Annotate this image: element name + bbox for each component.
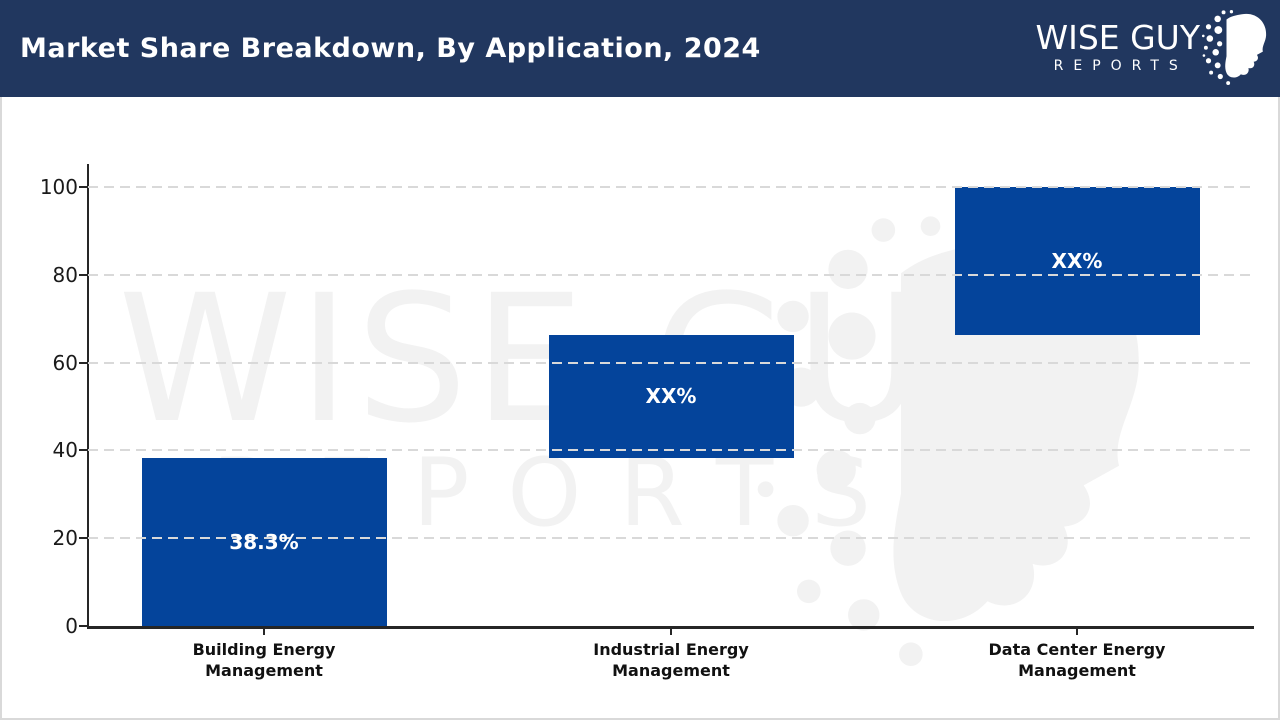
logo-subtitle: REPORTS xyxy=(1053,58,1188,74)
face-logo-icon xyxy=(1201,10,1267,86)
logo-text: WISE GUY REPORTS xyxy=(1035,18,1200,75)
y-tick-mark xyxy=(79,625,87,627)
bar-value-label: XX% xyxy=(1051,248,1103,273)
y-tick-mark xyxy=(79,537,87,540)
y-tick-mark xyxy=(79,273,87,276)
y-tick-label: 0 xyxy=(65,614,78,638)
page-title: Market Share Breakdown, By Application, … xyxy=(20,33,761,64)
x-category-label: Industrial Energy Management xyxy=(593,640,749,680)
x-tick-mark xyxy=(1076,629,1078,635)
y-tick-label: 80 xyxy=(52,262,78,287)
y-tick-label: 20 xyxy=(52,526,78,551)
gridline-y80 xyxy=(88,273,1254,276)
gridline-y60 xyxy=(88,361,1254,364)
bar-segment xyxy=(954,187,1200,335)
logo-wordmark: WISE GUY xyxy=(1035,18,1200,57)
x-tick-mark xyxy=(670,629,672,635)
y-axis xyxy=(87,164,89,628)
y-tick-label: 100 xyxy=(39,175,78,199)
y-tick-label: 40 xyxy=(52,438,78,463)
bar-value-label: 38.3% xyxy=(229,529,299,554)
x-category-label: Data Center Energy Management xyxy=(988,640,1166,680)
x-category-label: Building Energy Management xyxy=(192,640,336,680)
gridline-y20 xyxy=(88,537,1254,540)
bar-value-label: XX% xyxy=(645,384,697,409)
gridline-y100 xyxy=(88,186,1254,188)
header: Market Share Breakdown, By Application, … xyxy=(0,0,1280,97)
wise-guy-logo: WISE GUY REPORTS xyxy=(1022,6,1272,92)
x-axis xyxy=(87,626,1254,629)
bar-segment xyxy=(141,457,387,626)
y-tick-mark xyxy=(79,186,87,188)
y-tick-label: 60 xyxy=(52,350,78,375)
bar-segment xyxy=(548,334,794,458)
x-tick-mark xyxy=(263,629,265,635)
gridline-y40 xyxy=(88,449,1254,452)
y-tick-mark xyxy=(79,361,87,364)
y-tick-mark xyxy=(79,449,87,452)
